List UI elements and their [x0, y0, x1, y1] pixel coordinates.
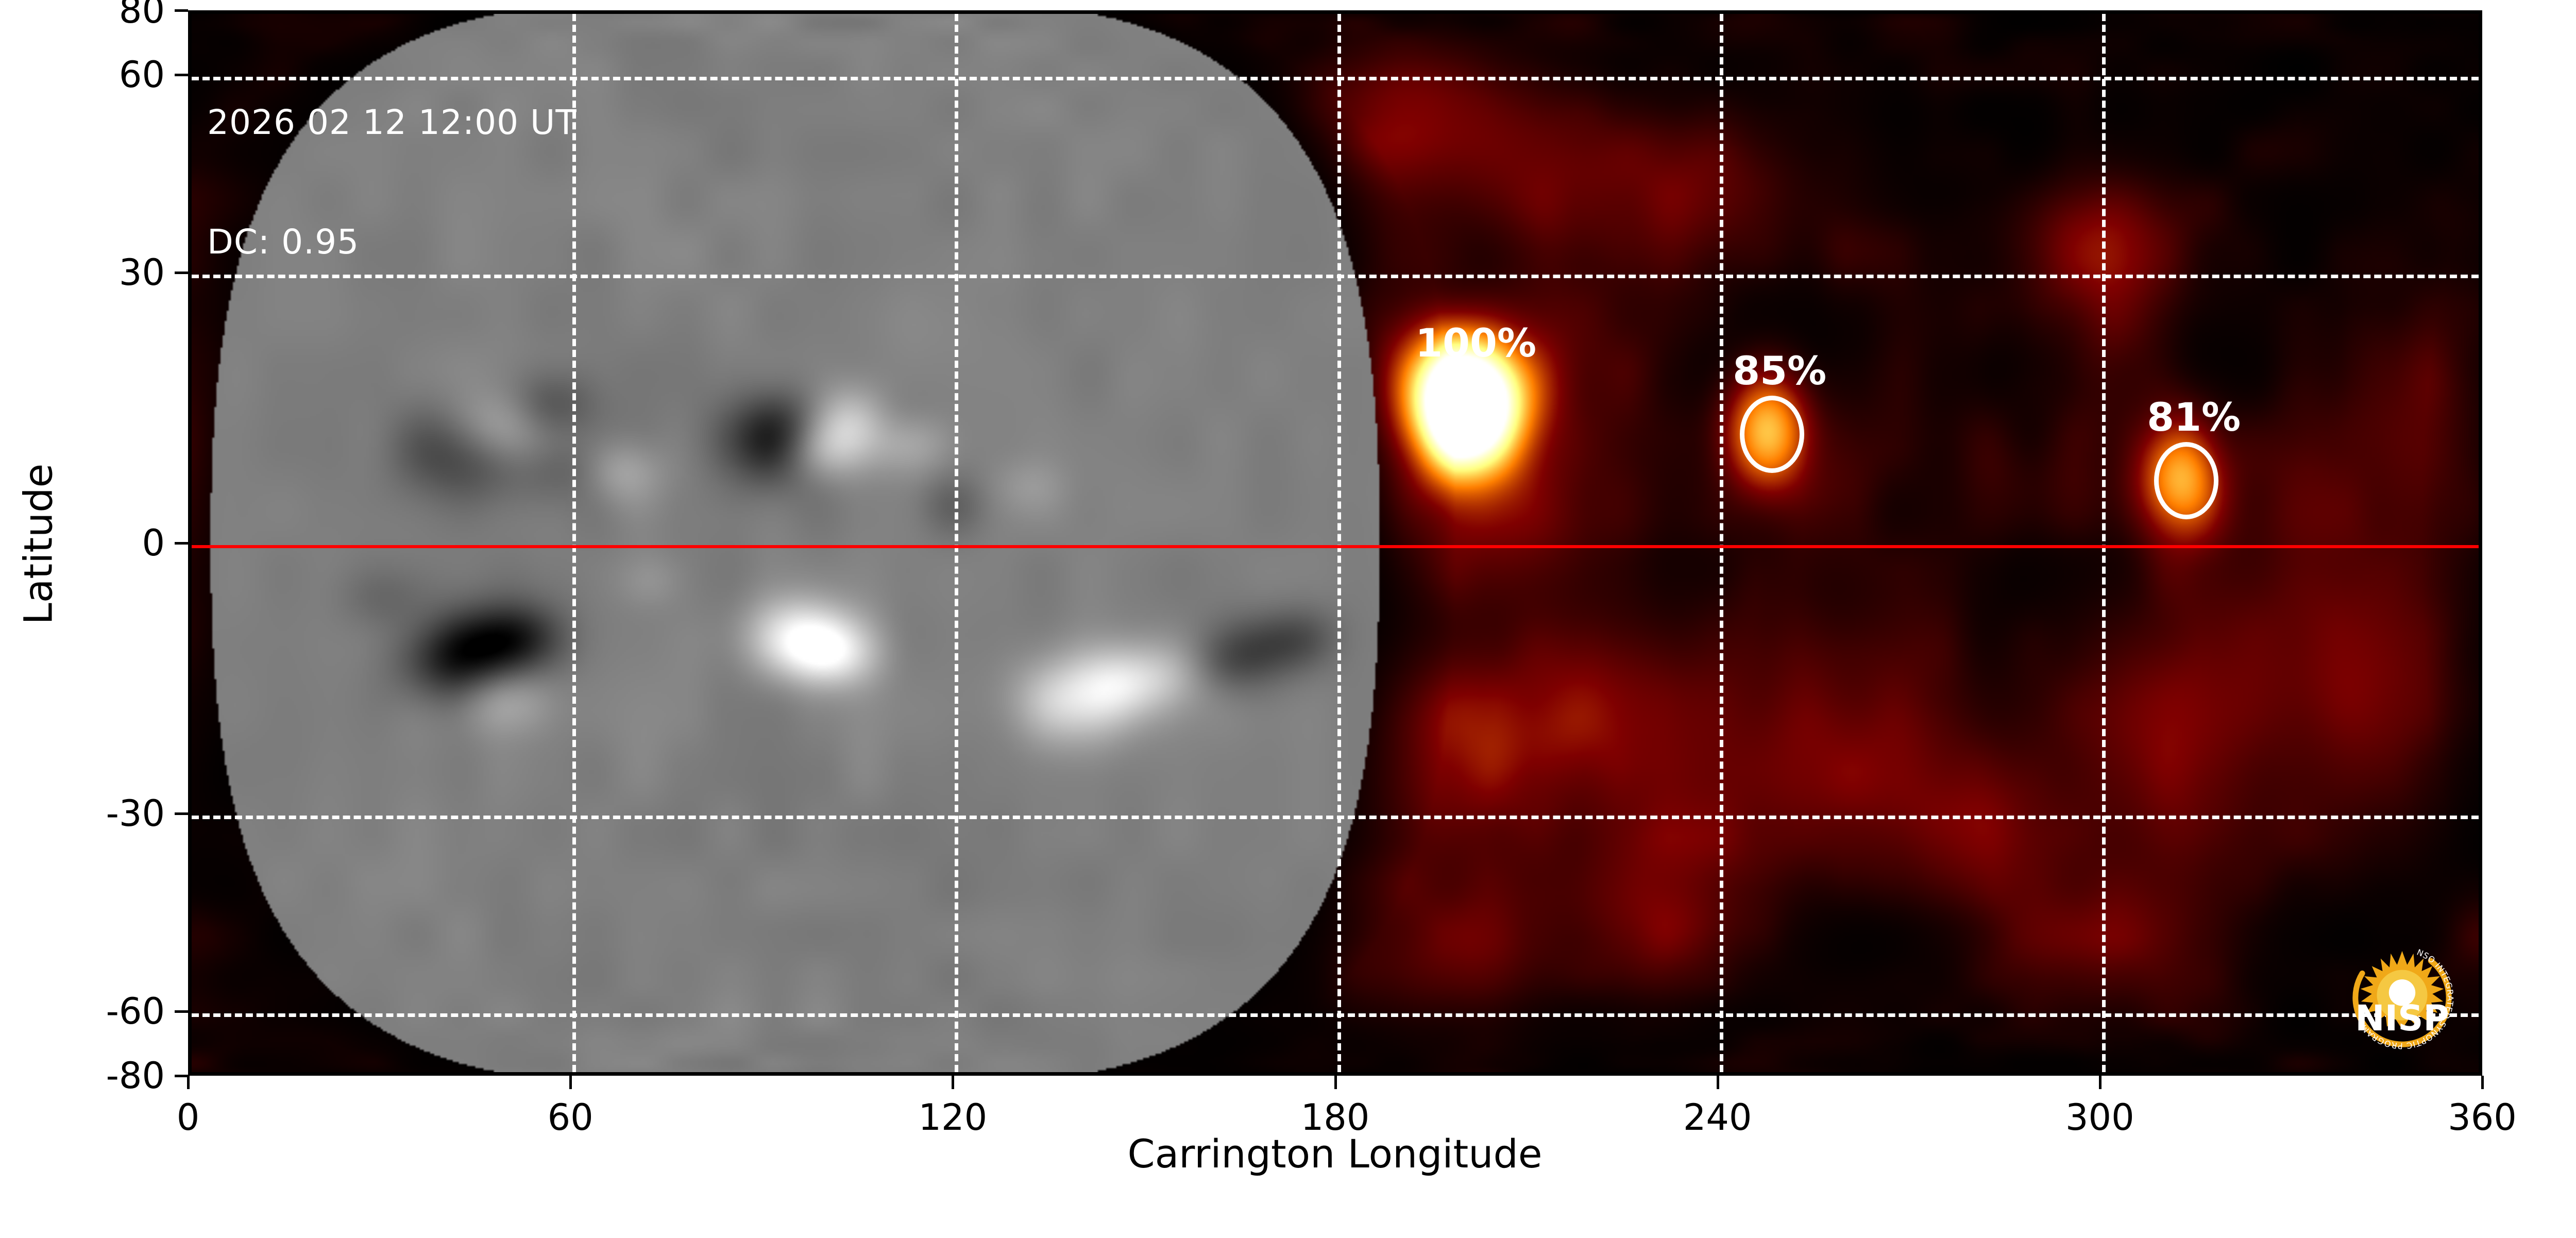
x-tick-label-360: 360 [2448, 1096, 2517, 1139]
duty-cycle-value: DC: 0.95 [207, 222, 360, 262]
active-region-ellipse [1434, 368, 1499, 446]
observation-datetime: 2026 02 12 12:00 UT [207, 103, 577, 143]
active-region-confidence-label: 81% [2147, 394, 2241, 440]
y-tick--80 [175, 1075, 188, 1077]
active-region-ellipse [2154, 442, 2219, 520]
y-tick-label--60: -60 [106, 990, 165, 1033]
x-tick-label-0: 0 [176, 1096, 200, 1139]
active-region-marker: 100% [1415, 320, 1536, 446]
x-tick-0 [187, 1076, 190, 1089]
x-tick-60 [569, 1076, 572, 1089]
x-tick-label-300: 300 [2065, 1096, 2134, 1139]
x-tick-120 [952, 1076, 955, 1089]
y-tick-label-30: 30 [118, 251, 165, 294]
y-tick-label-0: 0 [142, 522, 165, 564]
y-tick--30 [175, 812, 188, 815]
x-tick-label-60: 60 [547, 1096, 594, 1139]
x-tick-label-180: 180 [1300, 1096, 1370, 1139]
active-region-marker: 85% [1733, 348, 1826, 473]
synoptic-map-plot: 100% 85% 81% 2026 02 12 12:00 UT DC: 0.95 … [188, 10, 2482, 1076]
y-tick-label--80: -80 [106, 1055, 165, 1097]
y-tick-label--30: -30 [106, 792, 165, 835]
y-tick-30 [175, 272, 188, 275]
x-tick-360 [2481, 1076, 2484, 1089]
x-axis-title: Carrington Longitude [1127, 1131, 1543, 1177]
y-tick-60 [175, 73, 188, 76]
nisp-logo: NISP NSO INTEGRATED SYNOPTIC PROGRAM [2352, 947, 2455, 1051]
x-tick-label-120: 120 [918, 1096, 988, 1139]
nisp-acronym: NISP [2355, 998, 2449, 1039]
x-tick-240 [1716, 1076, 1719, 1089]
y-tick-0 [175, 542, 188, 545]
x-tick-300 [2098, 1076, 2102, 1089]
y-axis-title: Latitude [15, 463, 61, 625]
y-tick-label-60: 60 [118, 53, 165, 96]
active-region-confidence-label: 100% [1415, 320, 1537, 366]
y-tick-80 [175, 9, 188, 12]
timestamp-overlay: 2026 02 12 12:00 UT DC: 0.95 [207, 23, 577, 342]
y-tick--60 [175, 1010, 188, 1013]
active-region-ellipse [1740, 395, 1805, 473]
x-tick-label-240: 240 [1683, 1096, 1752, 1139]
equator-line [192, 545, 2479, 548]
x-tick-180 [1334, 1076, 1337, 1089]
y-tick-label-80: 80 [118, 0, 165, 31]
active-region-confidence-label: 85% [1733, 347, 1827, 394]
active-region-marker: 81% [2147, 394, 2241, 520]
